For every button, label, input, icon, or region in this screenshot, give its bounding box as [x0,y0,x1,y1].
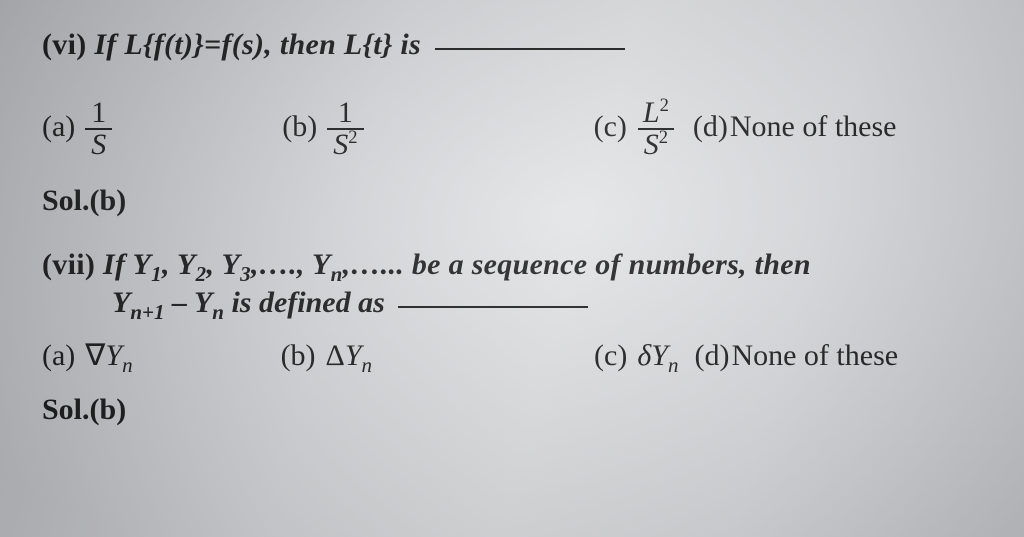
option-expr: ΔYn [326,339,372,373]
option-label: (d) [693,110,728,144]
question-7-options: (a) ∇Yn (b) ΔYn (c) δYn (d) None of thes… [42,338,988,373]
option-7b: (b) ΔYn [281,339,372,373]
option-text: None of these [731,339,898,373]
fraction: L2 S2 [637,98,675,160]
option-label: (d) [694,339,729,373]
question-7-roman: (vii) [42,248,95,281]
denominator: S2 [638,128,674,160]
option-label: (b) [282,110,317,144]
option-label: (b) [281,339,316,373]
question-7-line2: Yn+1 – Yn is defined as [112,286,988,320]
question-6-stem: (vi) If L{f(t)}=f(s), then L{t} is [42,28,988,62]
option-label: (a) [42,110,75,144]
numerator: L2 [637,98,675,128]
question-7-text: If Y1, Y2, Y3,…., Yn,…... be a sequence … [103,248,811,281]
question-7-line1: (vii) If Y1, Y2, Y3,…., Yn,…... be a seq… [42,248,988,282]
option-expr: ∇Yn [85,338,132,373]
numerator: 1 [332,98,359,128]
option-7c: (c) δYn [594,339,678,373]
question-6: (vi) If L{f(t)}=f(s), then L{t} is (a) 1… [42,28,988,218]
fill-blank [398,306,588,308]
solution-7: Sol.(b) [42,393,988,427]
denominator: S2 [327,128,363,160]
question-6-text: If L{f(t)}=f(s), then L{t} is [94,28,429,61]
numerator: 1 [85,98,112,128]
option-label: (a) [42,339,75,373]
fill-blank [435,48,625,50]
option-6b: (b) 1 S2 [282,96,363,158]
option-7a: (a) ∇Yn [42,338,133,373]
question-6-roman: (vi) [42,28,87,61]
question-7: (vii) If Y1, Y2, Y3,…., Yn,…... be a seq… [42,248,988,427]
option-label: (c) [594,339,627,373]
fraction: 1 S [85,98,112,160]
question-6-options: (a) 1 S (b) 1 S2 (c) L2 S2 (d) None of [42,96,988,158]
option-label: (c) [594,110,627,144]
option-6d: (d) None of these [693,110,897,144]
solution-6: Sol.(b) [42,184,988,218]
option-7d: (d) None of these [694,339,898,373]
option-expr: δYn [637,339,678,373]
fraction: 1 S2 [327,98,363,160]
option-6c: (c) L2 S2 [594,96,675,158]
option-6a: (a) 1 S [42,96,112,158]
option-text: None of these [730,110,897,144]
denominator: S [85,128,112,160]
